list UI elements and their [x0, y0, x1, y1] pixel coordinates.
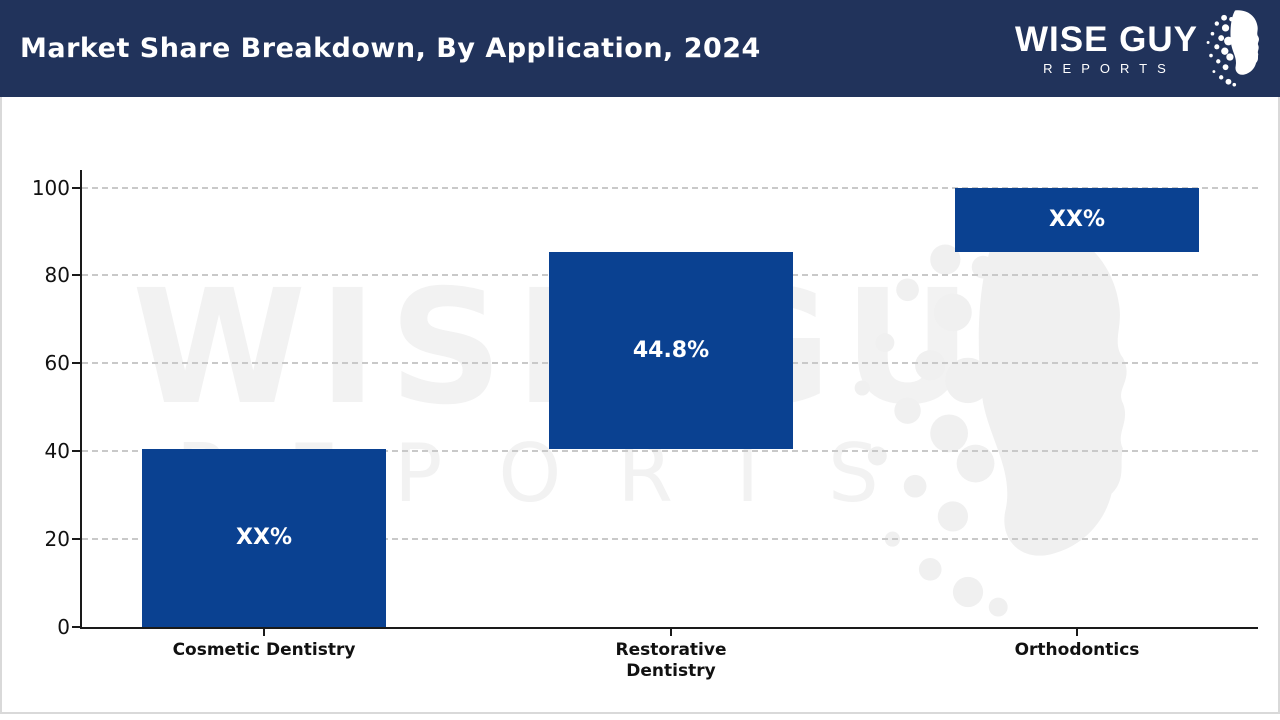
- bar-value-label: XX%: [236, 525, 292, 551]
- gridline-100: [82, 186, 1258, 189]
- y-axis-tick: [72, 274, 82, 277]
- y-axis-line: [80, 170, 82, 629]
- x-category-label: Orthodontics: [1014, 640, 1140, 660]
- x-category-label: Restorative Dentistry: [615, 640, 727, 681]
- bar-restorative-dentistry: 44.8%: [549, 251, 793, 449]
- logo-reports-text: REPORTS: [1043, 61, 1176, 76]
- logo-brand-text: WISE GUY: [1014, 20, 1198, 59]
- y-axis-tick: [72, 450, 82, 453]
- x-axis-tick: [1076, 629, 1078, 636]
- gridline-40: [82, 450, 1258, 453]
- y-axis-tick: [72, 538, 82, 541]
- logo-face-icon: [1206, 10, 1259, 87]
- y-axis-tick-label: 80: [44, 263, 70, 288]
- x-category-label: Cosmetic Dentistry: [172, 640, 356, 660]
- bar-value-label: 44.8%: [632, 337, 710, 363]
- x-axis-tick: [670, 629, 672, 636]
- chart-header: Market Share Breakdown, By Application, …: [0, 0, 1280, 97]
- y-axis-tick: [72, 626, 82, 628]
- y-axis-tick-label: 40: [44, 439, 70, 464]
- y-axis-tick-label: 0: [57, 615, 70, 639]
- y-axis-tick: [72, 186, 82, 189]
- y-axis-tick: [72, 362, 82, 365]
- y-axis-tick-label: 60: [44, 351, 70, 376]
- y-axis-tick-label: 20: [44, 527, 70, 552]
- gridline-20: [82, 538, 1258, 541]
- y-axis-tick-label: 100: [31, 175, 70, 200]
- x-axis-line: [80, 627, 1258, 629]
- wise-guy-reports-logo: WISE GUY REPORTS: [1015, 6, 1268, 92]
- chart-title: Market Share Breakdown, By Application, …: [20, 33, 761, 64]
- bar-cosmetic-dentistry: XX%: [142, 448, 386, 627]
- bar-orthodontics: XX%: [955, 187, 1199, 252]
- x-axis-tick: [263, 629, 265, 636]
- bar-value-label: XX%: [1049, 207, 1105, 233]
